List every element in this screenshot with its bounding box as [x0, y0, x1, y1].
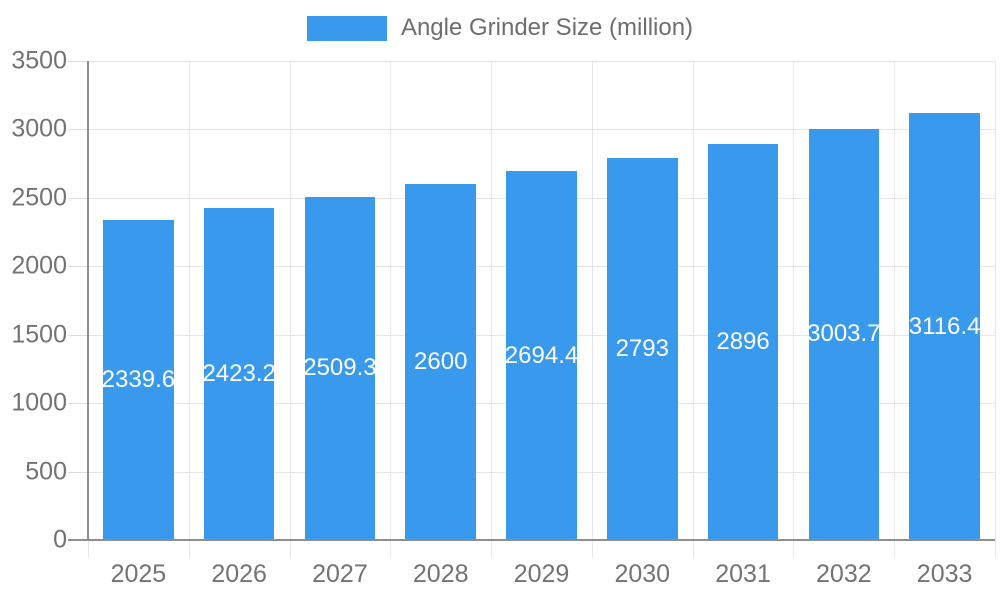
- bar-value-label: 3003.7: [807, 320, 881, 348]
- y-axis-tick: [68, 129, 88, 131]
- gridline-vertical: [491, 61, 493, 558]
- x-tick-label: 2028: [412, 560, 469, 588]
- y-axis-tick: [68, 471, 88, 473]
- x-tick-label: 2027: [312, 560, 368, 588]
- x-tick-label: 2032: [816, 560, 872, 588]
- y-tick-label: 500: [25, 457, 67, 486]
- x-axis-line: [88, 539, 995, 541]
- x-tick-label: 2030: [614, 560, 671, 588]
- gridline-vertical: [188, 61, 190, 558]
- bar[interactable]: [304, 196, 376, 540]
- bar-value-label: 2509.3: [303, 354, 377, 382]
- bar-value-label: 2339.6: [101, 365, 176, 393]
- y-axis-tick: [68, 334, 88, 336]
- gridline-vertical: [692, 61, 694, 558]
- x-tick-label: 2029: [513, 560, 570, 588]
- gridline-vertical: [390, 61, 392, 558]
- bar[interactable]: [707, 143, 779, 540]
- y-axis-line: [87, 61, 89, 540]
- y-axis-tick: [68, 403, 88, 405]
- x-tick-label: 2025: [110, 560, 167, 588]
- gridline-vertical: [289, 61, 291, 558]
- x-tick-label: 2031: [715, 560, 771, 588]
- legend-label: Angle Grinder Size (million): [400, 14, 694, 41]
- bar-value-label: 2600: [414, 348, 468, 376]
- y-axis-tick: [68, 197, 88, 199]
- y-tick-label: 3500: [11, 46, 67, 75]
- bar-value-label: 3116.4: [908, 312, 981, 340]
- y-axis-tick: [68, 539, 88, 541]
- x-tick-label: 2026: [211, 560, 267, 588]
- bar[interactable]: [506, 171, 577, 540]
- bar-value-label: 2423.2: [202, 360, 276, 388]
- y-tick-label: 2500: [11, 183, 67, 212]
- gridline-vertical: [793, 61, 795, 558]
- x-tick-label: 2033: [916, 560, 973, 588]
- bar[interactable]: [203, 208, 275, 540]
- bar[interactable]: [103, 219, 174, 540]
- y-tick-label: 0: [53, 525, 67, 554]
- bar-value-label: 2896: [716, 327, 770, 355]
- y-tick-label: 2000: [11, 251, 67, 280]
- gridline-vertical: [995, 61, 996, 558]
- gridline-horizontal: [88, 129, 995, 131]
- bar-value-label: 2793: [615, 334, 669, 362]
- bar[interactable]: [909, 113, 980, 540]
- y-axis-tick: [68, 266, 88, 268]
- gridline-vertical: [591, 61, 593, 558]
- legend-swatch: [306, 15, 387, 41]
- bar[interactable]: [405, 184, 476, 540]
- bar[interactable]: [808, 128, 880, 540]
- bar[interactable]: [607, 157, 678, 540]
- bar-value-label: 2694.4: [504, 341, 579, 369]
- gridline-horizontal: [88, 61, 995, 62]
- y-tick-label: 1000: [11, 388, 67, 417]
- y-tick-label: 1500: [11, 320, 67, 349]
- gridline-vertical: [894, 61, 896, 558]
- y-tick-label: 3000: [11, 114, 67, 143]
- y-axis-tick: [68, 61, 88, 62]
- legend[interactable]: Angle Grinder Size (million): [0, 14, 1000, 42]
